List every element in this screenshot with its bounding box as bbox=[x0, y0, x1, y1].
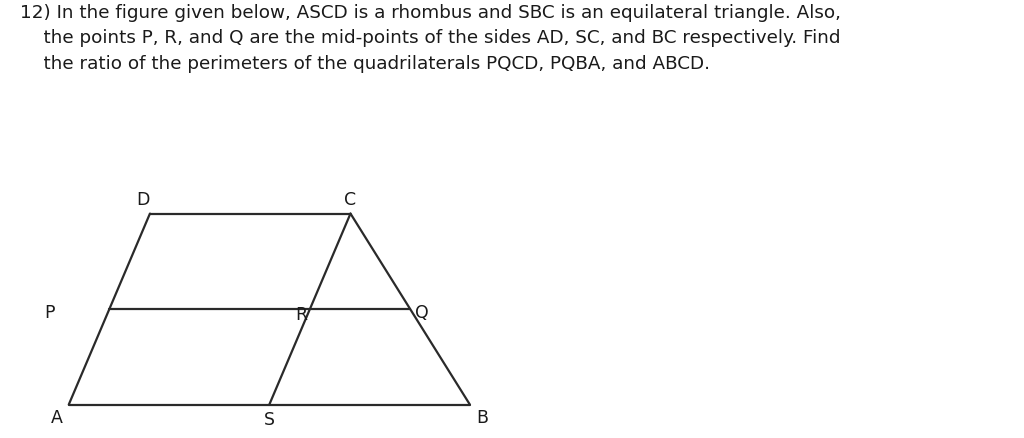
Text: R: R bbox=[296, 305, 308, 323]
Text: P: P bbox=[44, 303, 55, 321]
Text: Q: Q bbox=[416, 303, 429, 321]
Text: A: A bbox=[50, 408, 62, 426]
Text: B: B bbox=[476, 408, 488, 426]
Text: 12) In the figure given below, ASCD is a rhombus and SBC is an equilateral trian: 12) In the figure given below, ASCD is a… bbox=[20, 4, 841, 73]
Text: C: C bbox=[344, 191, 356, 209]
Text: D: D bbox=[136, 191, 150, 209]
Text: S: S bbox=[264, 410, 274, 428]
